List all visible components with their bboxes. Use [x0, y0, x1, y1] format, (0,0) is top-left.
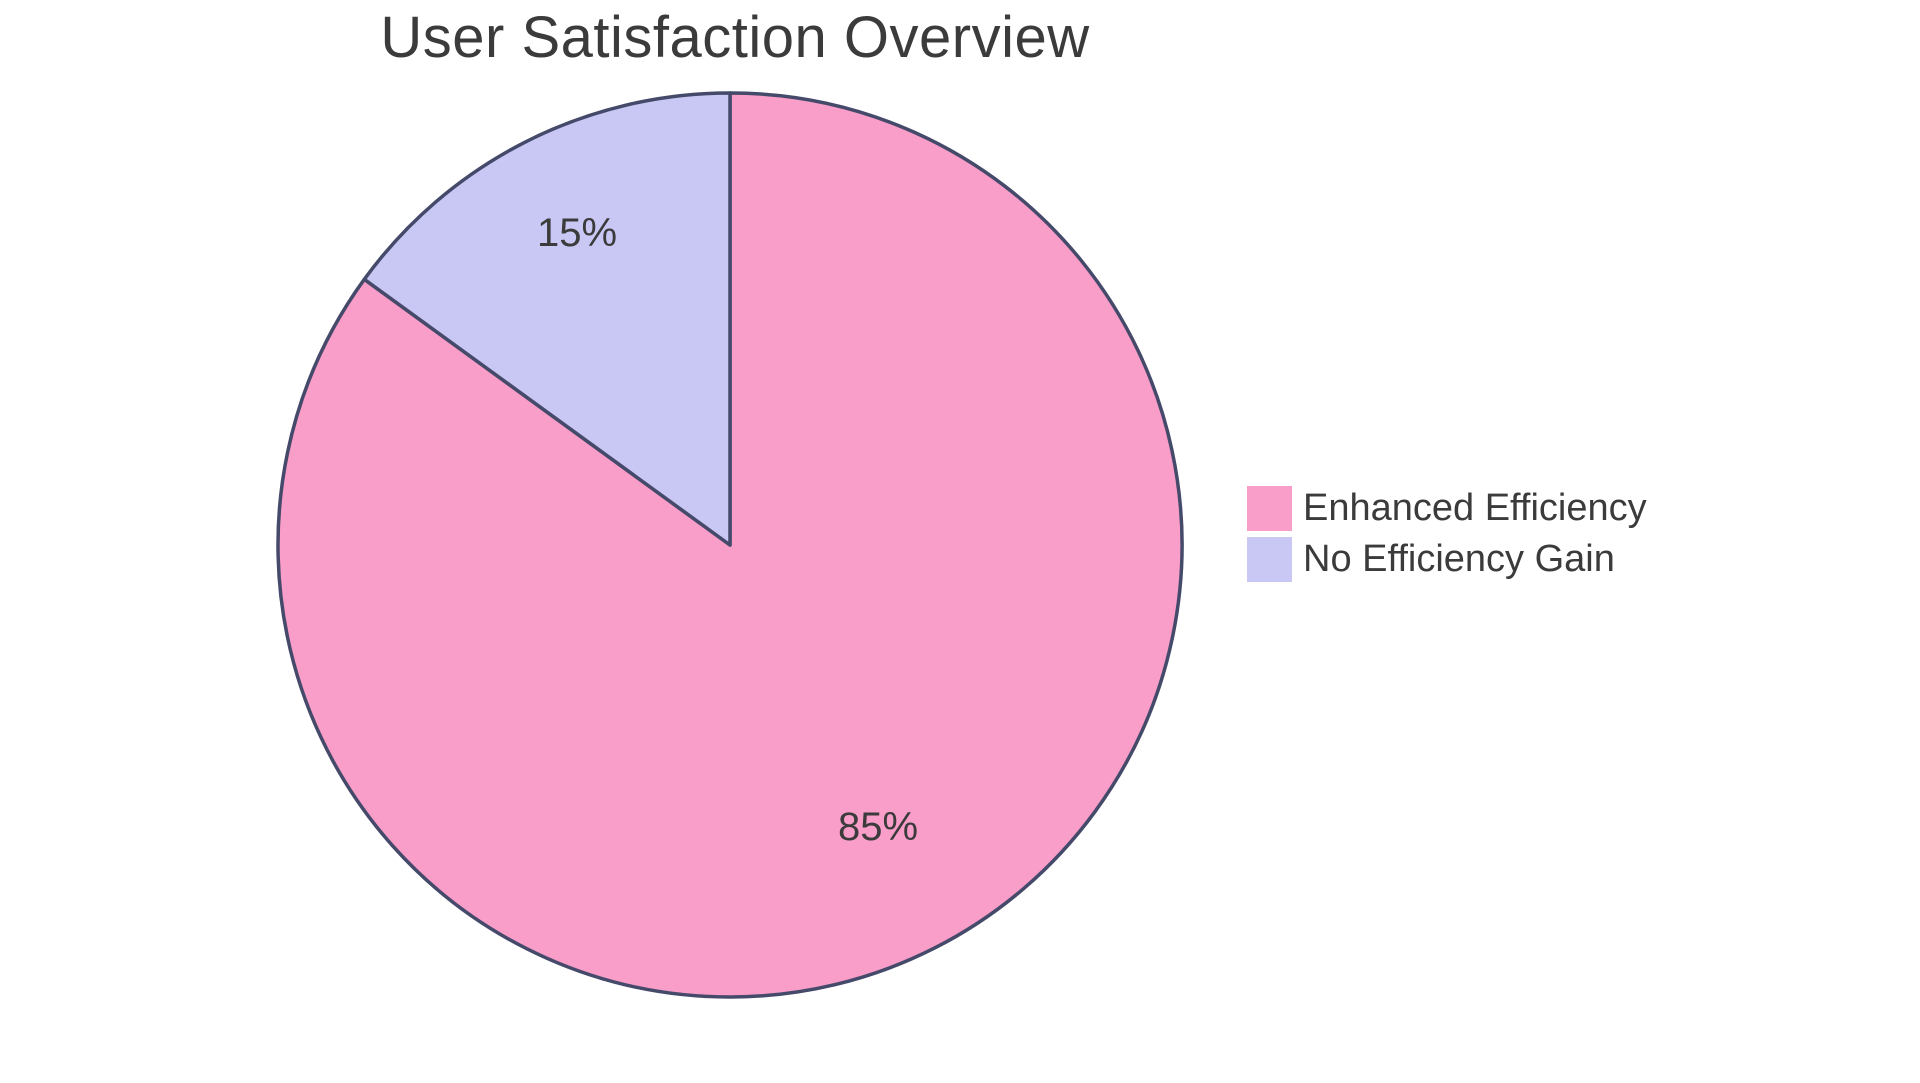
legend-swatch-color	[1247, 486, 1292, 531]
legend-label-enhanced-efficiency: Enhanced Efficiency	[1303, 487, 1647, 529]
legend-swatch-enhanced-efficiency	[1247, 486, 1292, 531]
legend-item-enhanced-efficiency[interactable]: Enhanced Efficiency	[1247, 486, 1647, 531]
legend-swatch-no-efficiency-gain	[1247, 537, 1292, 582]
pie-slice-no-efficiency-gain[interactable]	[362, 91, 732, 547]
legend-label-no-efficiency-gain: No Efficiency Gain	[1303, 538, 1615, 580]
legend-swatch-color	[1247, 537, 1292, 582]
slice-label-enhanced-efficiency: 85%	[838, 805, 918, 849]
legend-item-no-efficiency-gain[interactable]: No Efficiency Gain	[1247, 537, 1647, 582]
legend: Enhanced Efficiency No Efficiency Gain	[1247, 486, 1647, 588]
chart-title: User Satisfaction Overview	[380, 5, 1090, 70]
slice-label-no-efficiency-gain: 15%	[537, 211, 617, 255]
pie-slice-enhanced-efficiency[interactable]	[276, 91, 1184, 999]
